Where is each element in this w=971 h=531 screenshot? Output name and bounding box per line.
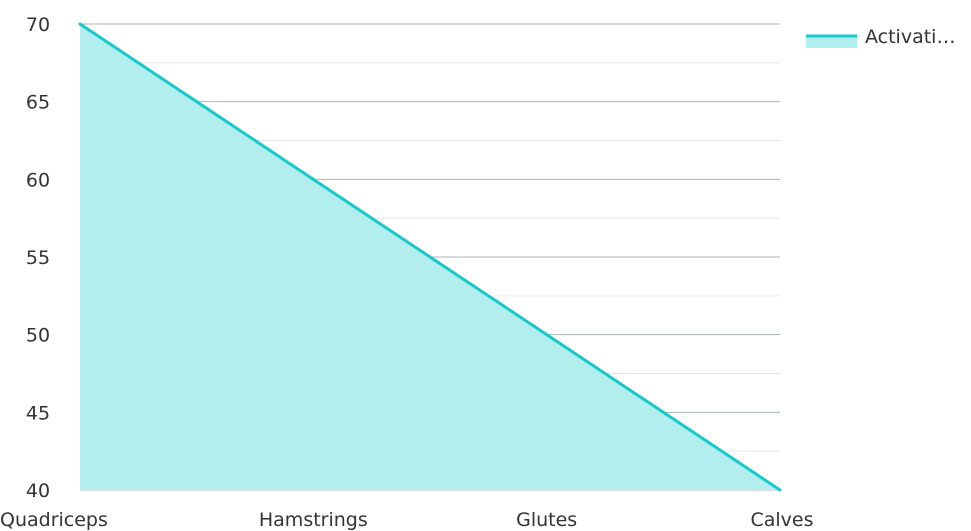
y-tick-label: 60: [26, 169, 50, 191]
y-tick-label: 45: [26, 402, 50, 424]
area-series: [78, 22, 782, 492]
legend-swatch-fill: [806, 36, 857, 48]
x-tick-label: Glutes: [516, 509, 577, 531]
series-line: [79, 22, 781, 492]
y-tick-label: 65: [26, 92, 50, 114]
y-tick-label: 40: [26, 480, 50, 502]
legend-label: Activati…: [865, 26, 955, 48]
x-axis: Quadriceps Hamstrings Glutes Calves: [0, 509, 814, 531]
x-tick-label: Calves: [750, 509, 813, 531]
legend[interactable]: Activati…: [806, 26, 955, 48]
y-tick-label: 50: [26, 325, 50, 347]
y-tick-label: 55: [26, 247, 50, 269]
data-point-quadriceps: [78, 22, 82, 26]
data-point-calves: [778, 488, 782, 492]
y-tick-label: 70: [26, 14, 50, 36]
data-point-hamstrings: [311, 177, 315, 181]
x-tick-label: Hamstrings: [259, 509, 368, 531]
data-point-glutes: [545, 333, 549, 337]
x-tick-label: Quadriceps: [0, 509, 108, 531]
y-axis: 40 45 50 55 60 65 70: [26, 14, 50, 502]
